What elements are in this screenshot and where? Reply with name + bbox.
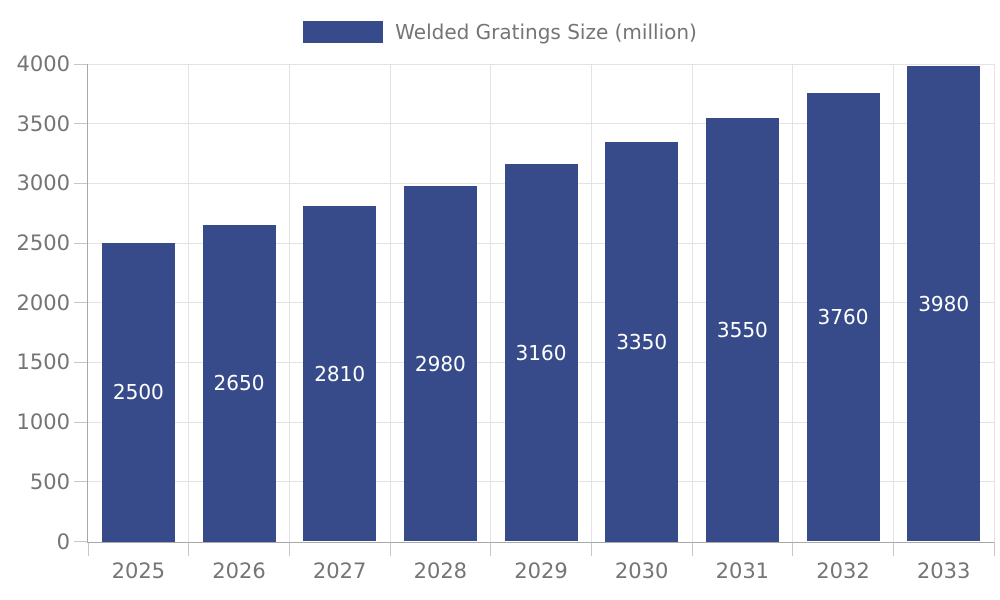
x-axis-label: 2032 bbox=[816, 558, 870, 583]
x-axis-tick bbox=[490, 541, 492, 556]
x-axis-label: 2033 bbox=[916, 558, 971, 583]
gridline-horizontal bbox=[88, 63, 994, 65]
x-axis-tick bbox=[87, 541, 89, 556]
bar-2033[interactable]: 3980 bbox=[907, 66, 981, 542]
x-axis-tick bbox=[792, 541, 794, 556]
bar-2032[interactable]: 3760 bbox=[806, 92, 880, 542]
legend-label: Welded Gratings Size (million) bbox=[395, 20, 697, 44]
gridline-horizontal bbox=[88, 123, 994, 125]
y-axis-tick bbox=[74, 481, 88, 483]
gridline-vertical bbox=[288, 64, 290, 542]
y-axis-label: 3500 bbox=[16, 111, 70, 136]
x-axis-tick bbox=[389, 541, 391, 556]
y-axis-tick bbox=[74, 361, 88, 363]
bar-value-label: 2810 bbox=[314, 361, 366, 386]
gridline-vertical bbox=[993, 64, 995, 542]
y-axis-tick bbox=[74, 123, 88, 125]
x-axis-label: 2029 bbox=[514, 558, 568, 583]
bar-2025[interactable]: 2500 bbox=[101, 243, 175, 542]
x-axis-label: 2030 bbox=[614, 558, 669, 583]
bar-value-label: 2980 bbox=[414, 351, 466, 376]
y-axis-label: 3000 bbox=[16, 171, 70, 196]
gridline-vertical bbox=[590, 64, 592, 542]
bar-2029[interactable]: 3160 bbox=[504, 164, 578, 542]
plot-area: 2500 2650 2810 2980 3160 3350 3550 3760 3980 bbox=[88, 63, 995, 542]
x-axis-label: 2028 bbox=[413, 558, 468, 583]
x-axis-tick bbox=[590, 541, 592, 556]
x-axis-tick bbox=[892, 541, 894, 556]
x-axis-tick bbox=[188, 541, 190, 556]
y-axis-label: 500 bbox=[29, 469, 70, 494]
bar-value-label: 3550 bbox=[716, 317, 768, 342]
gridline-vertical bbox=[691, 64, 693, 542]
bar-value-label: 2500 bbox=[112, 380, 164, 405]
y-axis-tick bbox=[74, 63, 88, 65]
x-axis-label: 2025 bbox=[111, 558, 166, 583]
y-axis-tick bbox=[74, 541, 88, 542]
y-axis-label: 2500 bbox=[16, 231, 70, 256]
gridline-vertical bbox=[490, 64, 492, 542]
bar-value-label: 3350 bbox=[616, 329, 668, 354]
bar-value-label: 3760 bbox=[817, 305, 869, 330]
bar-value-label: 3160 bbox=[515, 340, 567, 365]
x-axis-tick bbox=[691, 541, 693, 556]
gridline-vertical bbox=[188, 64, 190, 542]
y-axis-tick bbox=[74, 242, 88, 244]
bar-2026[interactable]: 2650 bbox=[202, 225, 276, 542]
legend[interactable]: Welded Gratings Size (million) bbox=[0, 21, 1000, 43]
y-axis-label: 1500 bbox=[16, 350, 70, 375]
x-axis-label: 2026 bbox=[212, 558, 266, 583]
bar-2027[interactable]: 2810 bbox=[303, 206, 377, 542]
gridline-vertical bbox=[792, 64, 794, 542]
bar-value-label: 3980 bbox=[918, 291, 970, 316]
y-axis-tick bbox=[74, 182, 88, 184]
y-axis-label: 1000 bbox=[16, 410, 70, 435]
y-axis-tick bbox=[74, 302, 88, 304]
bar-2031[interactable]: 3550 bbox=[705, 117, 779, 542]
gridline-vertical bbox=[892, 64, 894, 542]
x-axis-label: 2027 bbox=[312, 558, 367, 583]
bar-value-label: 2650 bbox=[213, 371, 265, 396]
x-axis-tick bbox=[288, 541, 290, 556]
x-axis-label: 2031 bbox=[715, 558, 770, 583]
legend-swatch bbox=[303, 21, 384, 43]
x-axis-tick bbox=[993, 541, 995, 556]
bar-2028[interactable]: 2980 bbox=[403, 185, 477, 542]
y-axis-label: 2000 bbox=[16, 290, 70, 315]
gridline-vertical bbox=[389, 64, 391, 542]
y-axis-label: 4000 bbox=[16, 52, 70, 76]
x-axis-line bbox=[88, 541, 994, 543]
bar-2030[interactable]: 3350 bbox=[605, 141, 679, 542]
y-axis-line bbox=[87, 64, 88, 543]
y-axis-tick bbox=[74, 421, 88, 423]
y-axis-label: 0 bbox=[56, 529, 70, 554]
